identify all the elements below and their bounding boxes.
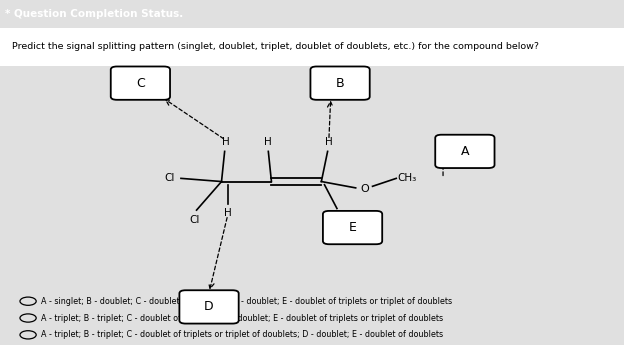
Text: Cl: Cl bbox=[190, 215, 200, 225]
FancyBboxPatch shape bbox=[436, 135, 494, 168]
FancyBboxPatch shape bbox=[0, 28, 624, 66]
FancyBboxPatch shape bbox=[311, 67, 369, 100]
Text: D: D bbox=[204, 300, 214, 313]
Text: O: O bbox=[360, 184, 369, 194]
FancyBboxPatch shape bbox=[111, 67, 170, 100]
Text: H: H bbox=[264, 137, 271, 147]
Text: A: A bbox=[461, 145, 469, 158]
Text: Cl: Cl bbox=[164, 173, 175, 183]
Text: H: H bbox=[339, 212, 346, 222]
Text: H: H bbox=[325, 137, 333, 147]
Text: CH₃: CH₃ bbox=[397, 173, 417, 183]
Text: A - triplet; B - triplet; C - doublet of triplets or triplet of doublets; D - do: A - triplet; B - triplet; C - doublet of… bbox=[41, 331, 442, 339]
Text: E: E bbox=[349, 221, 356, 234]
FancyBboxPatch shape bbox=[323, 211, 382, 244]
Text: B: B bbox=[336, 77, 344, 90]
Text: H: H bbox=[222, 137, 230, 147]
Text: Predict the signal splitting pattern (singlet, doublet, triplet, doublet of doub: Predict the signal splitting pattern (si… bbox=[12, 42, 540, 51]
Text: H: H bbox=[224, 208, 232, 218]
Text: A - triplet; B - triplet; C - doublet of doublets; D - doublet; E - doublet of t: A - triplet; B - triplet; C - doublet of… bbox=[41, 314, 442, 323]
Text: * Question Completion Status.: * Question Completion Status. bbox=[5, 9, 183, 19]
Text: C: C bbox=[136, 77, 145, 90]
Text: A - singlet; B - doublet; C - doublet of doublets; D - doublet; E - doublet of t: A - singlet; B - doublet; C - doublet of… bbox=[41, 297, 452, 306]
FancyBboxPatch shape bbox=[180, 290, 239, 324]
